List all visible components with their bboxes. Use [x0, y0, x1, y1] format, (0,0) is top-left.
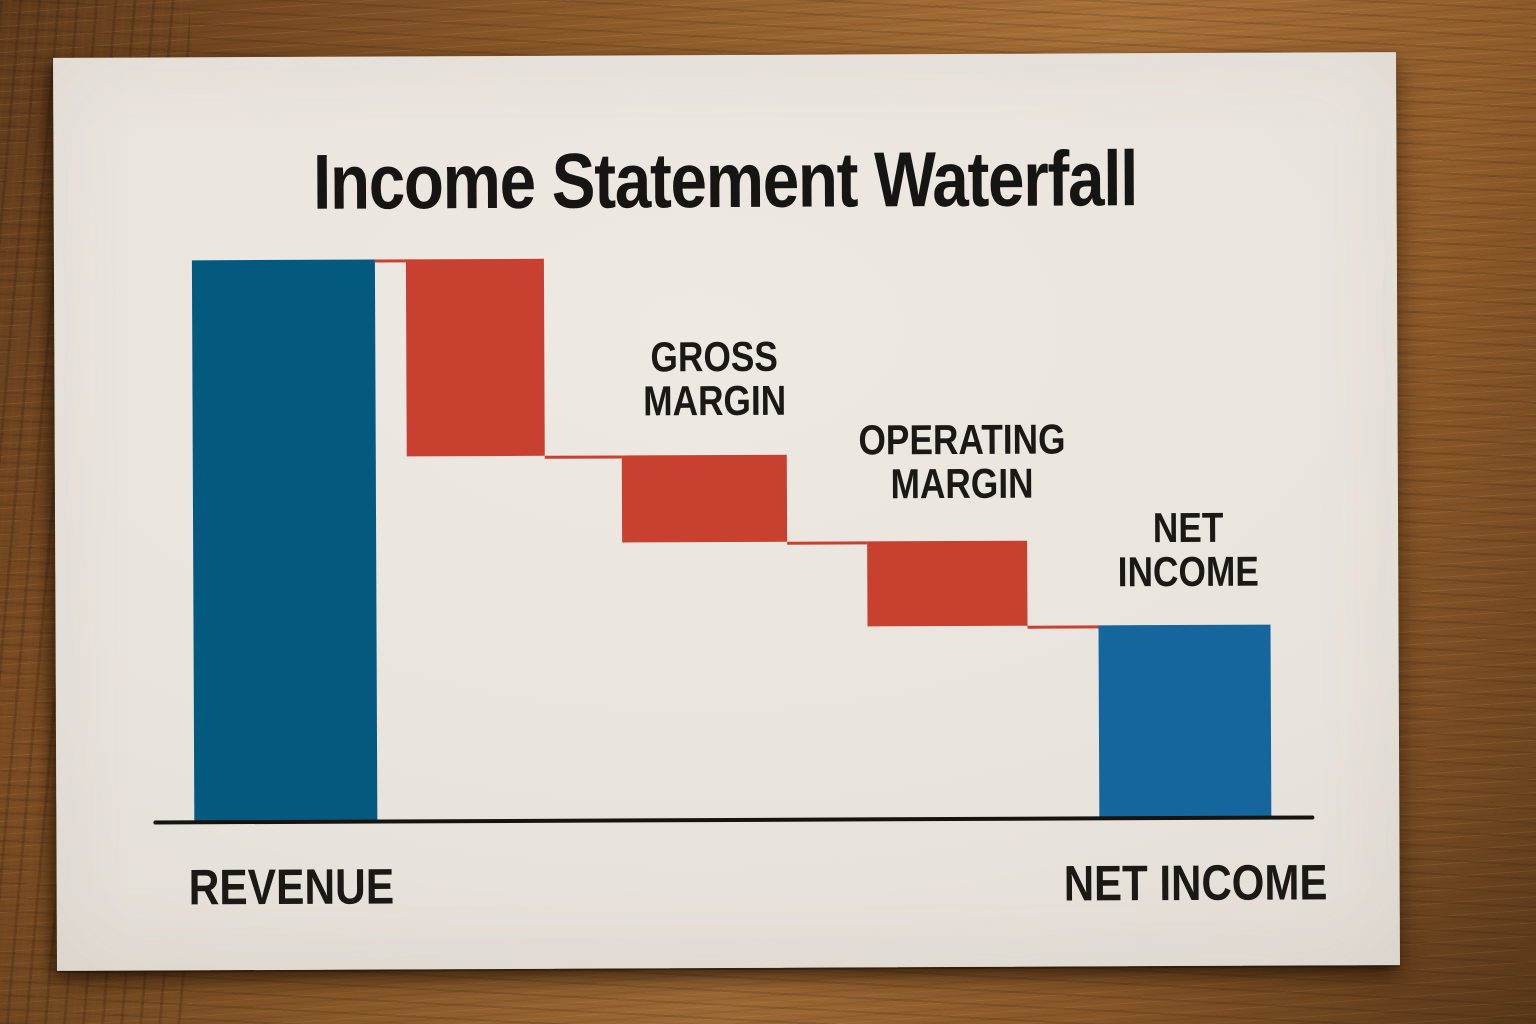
decrease-bar-other: [867, 540, 1028, 627]
annotation-gross-margin: GROSS MARGIN: [594, 332, 834, 425]
annotation-gross-margin-line2: MARGIN: [642, 376, 787, 425]
annotation-net-income-line1: NET: [1152, 503, 1224, 552]
connector-line-3: [787, 541, 868, 545]
decrease-bar-opex: [621, 454, 788, 543]
chart-title-text: Income Statement Waterfall: [312, 134, 1138, 226]
revenue-bar: [191, 259, 378, 823]
annotation-operating-margin-line1: OPERATING: [858, 415, 1066, 464]
annotation-operating-margin: OPERATING MARGIN: [822, 415, 1102, 508]
annotation-net-income-line2: INCOME: [1117, 547, 1259, 596]
poster-card: Income Statement Waterfall GROSS MARGIN …: [53, 52, 1400, 971]
axis-label-revenue: REVENUE: [188, 858, 395, 916]
annotation-gross-margin-line1: GROSS: [650, 332, 779, 381]
chart-title: Income Statement Waterfall: [53, 132, 1396, 229]
connector-line-2: [544, 455, 622, 459]
annotation-operating-margin-line2: MARGIN: [890, 459, 1034, 508]
annotation-net-income: NET INCOME: [1068, 503, 1308, 596]
decrease-bar-cogs: [405, 258, 545, 457]
axis-label-net-income: NET INCOME: [1063, 854, 1328, 912]
connector-line-4: [1027, 625, 1099, 629]
connector-line-1: [374, 259, 407, 263]
net-income-bar: [1098, 624, 1272, 819]
